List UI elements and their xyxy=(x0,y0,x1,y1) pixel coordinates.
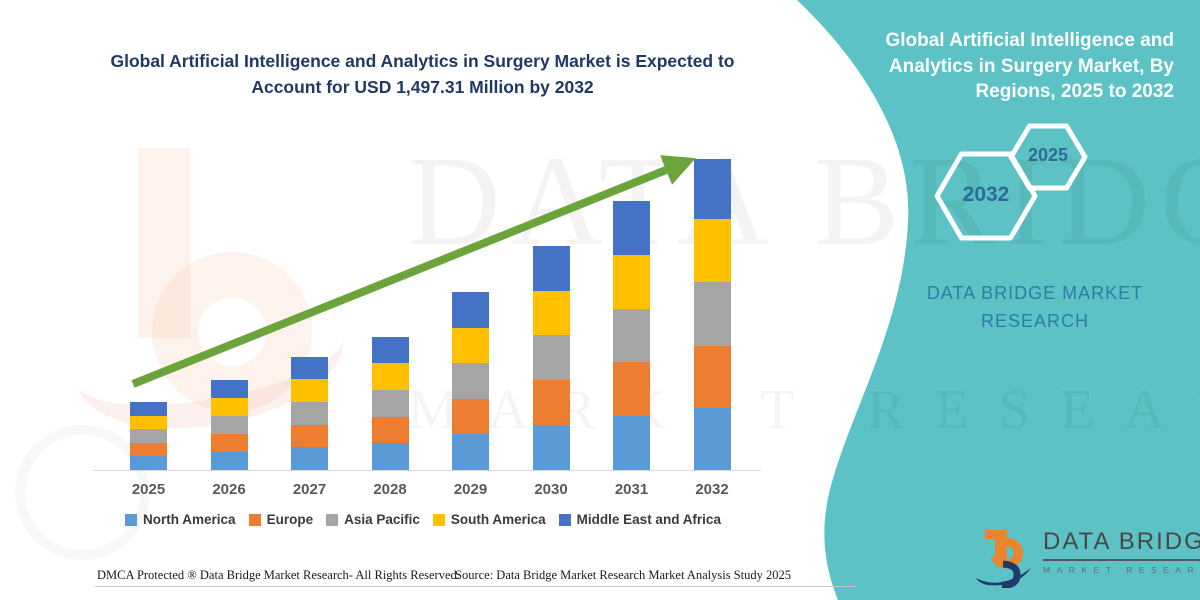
legend-item-asia-pacific: Asia Pacific xyxy=(326,512,420,527)
bar-segment-asia-pacific-2027 xyxy=(291,401,328,425)
legend-item-europe: Europe xyxy=(248,512,314,527)
bar-segment-middle-east-and-africa-2028 xyxy=(371,336,409,364)
bar-segment-north-america-2025 xyxy=(130,456,167,470)
chart-legend: North America Europe Asia Pacific South Ame… xyxy=(88,512,758,527)
panel-title: Global Artificial Intelligence and Analy… xyxy=(850,28,1188,105)
legend-label-asia-pacific: Asia Pacific xyxy=(344,512,420,527)
bar-segment-asia-pacific-2026 xyxy=(210,415,248,434)
legend-marker-north-america xyxy=(125,513,138,526)
bar-segment-middle-east-and-africa-2029 xyxy=(452,292,489,328)
bar-segment-north-america-2026 xyxy=(210,451,248,470)
chart-title-line2: Expected to Account for USD 1,497.31 Mil… xyxy=(251,51,735,98)
legend-item-north-america: North America xyxy=(125,512,236,527)
legend-label-europe: Europe xyxy=(266,512,314,527)
legend-marker-middle-east-and-africa xyxy=(558,513,571,526)
source-text: Source: Data Bridge Market Research Mark… xyxy=(455,568,792,582)
legend-label-middle-east-and-africa: Middle East and Africa xyxy=(576,512,721,527)
bar-segment-asia-pacific-2028 xyxy=(371,389,409,417)
dbmr-logo: DATA BRIDGE MARKET RESEARCH xyxy=(975,528,1200,588)
bar-segment-middle-east-and-africa-2027 xyxy=(291,356,328,380)
bottom-divider xyxy=(95,586,855,587)
dbmr-logo-tagline: MARKET RESEARCH xyxy=(1043,565,1200,575)
bar-segment-north-america-2031 xyxy=(613,416,650,470)
x-axis-label-2026: 2026 xyxy=(212,481,246,498)
x-axis-label-2031: 2031 xyxy=(614,481,649,498)
hexagon-2032-label: 2032 xyxy=(962,183,1010,206)
bar-segment-south-america-2027 xyxy=(291,379,328,402)
bar-segment-middle-east-and-africa-2032 xyxy=(693,159,731,220)
legend-label-north-america: North America xyxy=(143,512,236,527)
brand-wordmark: DATA BRIDGE MARKET RESEARCH xyxy=(880,280,1190,336)
bar-segment-south-america-2026 xyxy=(210,397,248,416)
bar-segment-europe-2026 xyxy=(210,433,248,452)
x-axis-label-2030: 2030 xyxy=(534,481,568,498)
bar-segment-asia-pacific-2031 xyxy=(613,308,650,363)
chart-title: Global Artificial Intelligence and Analy… xyxy=(90,48,755,101)
bar-segment-middle-east-and-africa-2025 xyxy=(130,402,167,416)
legend-item-middle-east-and-africa: Middle East and Africa xyxy=(558,512,721,527)
bar-segment-asia-pacific-2030 xyxy=(532,335,570,381)
x-axis-label-2032: 2032 xyxy=(695,481,729,498)
bar-segment-south-america-2025 xyxy=(130,415,167,430)
bar-segment-europe-2025 xyxy=(130,442,167,457)
bar-segment-asia-pacific-2025 xyxy=(130,429,167,443)
bar-segment-north-america-2029 xyxy=(452,434,489,470)
panel-title-line3: Regions, 2025 to 2032 xyxy=(975,81,1174,103)
bar-segment-north-america-2032 xyxy=(693,407,731,470)
watermark-circle xyxy=(15,425,150,560)
legend-item-south-america: South America xyxy=(432,512,546,527)
bar-segment-middle-east-and-africa-2026 xyxy=(210,379,248,398)
bar-segment-europe-2032 xyxy=(693,346,731,408)
bar-segment-north-america-2027 xyxy=(291,447,328,470)
x-axis-label-2025: 2025 xyxy=(131,481,166,498)
bar-segment-europe-2030 xyxy=(532,380,570,426)
dbmr-logo-text: DATA BRIDGE MARKET RESEARCH xyxy=(1043,528,1200,575)
legend-marker-europe xyxy=(248,513,261,526)
bar-segment-europe-2028 xyxy=(371,416,409,444)
bar-segment-asia-pacific-2032 xyxy=(693,282,731,347)
x-axis-label-2027: 2027 xyxy=(292,481,327,498)
chart-title-line1: Global Artificial Intelligence and Analy… xyxy=(110,51,631,71)
legend-marker-asia-pacific xyxy=(326,513,339,526)
panel-title-line2: Analytics in Surgery Market, By xyxy=(888,55,1174,77)
bar-segment-north-america-2030 xyxy=(532,425,570,470)
bar-segment-middle-east-and-africa-2031 xyxy=(613,201,650,255)
bar-segment-europe-2031 xyxy=(613,362,650,417)
brand-line1: DATA BRIDGE MARKET xyxy=(926,283,1144,303)
bar-segment-middle-east-and-africa-2030 xyxy=(532,246,570,291)
bar-segment-south-america-2032 xyxy=(693,219,731,283)
legend-label-south-america: South America xyxy=(450,512,546,527)
bar-segment-south-america-2029 xyxy=(452,327,489,364)
bar-segment-south-america-2028 xyxy=(371,363,409,390)
bar-segment-europe-2027 xyxy=(291,424,328,448)
legend-marker-south-america xyxy=(432,513,445,526)
bar-segment-europe-2029 xyxy=(452,398,489,435)
bar-segment-north-america-2028 xyxy=(371,443,409,470)
x-axis-label-2029: 2029 xyxy=(453,481,488,498)
hexagon-2025-label: 2025 xyxy=(1027,145,1069,165)
dmca-text: DMCA Protected ® Data Bridge Market Rese… xyxy=(97,568,460,582)
x-axis-line xyxy=(93,470,761,471)
bar-segment-south-america-2030 xyxy=(532,290,570,336)
bar-segment-asia-pacific-2029 xyxy=(452,363,489,399)
bar-segment-south-america-2031 xyxy=(613,254,650,309)
dbmr-logo-name: DATA BRIDGE xyxy=(1043,528,1200,561)
brand-line2: RESEARCH xyxy=(980,310,1090,331)
panel-title-line1: Global Artificial Intelligence and xyxy=(885,30,1174,51)
x-axis-label-2028: 2028 xyxy=(373,481,407,498)
dbmr-logo-icon xyxy=(976,530,1031,588)
